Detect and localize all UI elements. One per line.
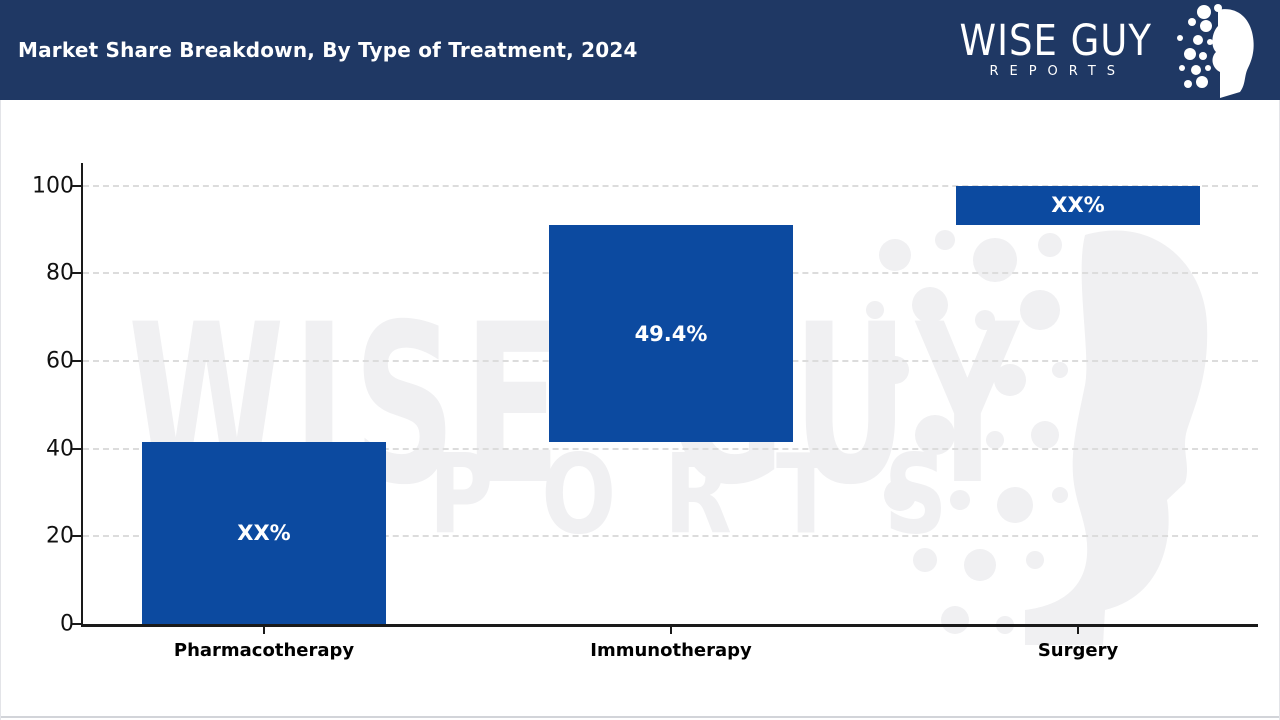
bar-surgery	[956, 185, 1200, 226]
watermark-face-icon	[866, 230, 1208, 645]
brand-subtitle: REPORTS	[989, 64, 1127, 79]
gridline-100	[83, 184, 1258, 187]
y-tick-mark	[72, 184, 82, 187]
bar-pharmacotherapy	[142, 442, 386, 624]
x-tick-mark	[263, 627, 265, 634]
chart-title: Market Share Breakdown, By Type of Treat…	[18, 38, 638, 62]
bottom-border-line	[0, 716, 1280, 718]
x-tick-mark	[670, 627, 672, 634]
bar-value-label: XX%	[1051, 193, 1105, 218]
y-tick-mark	[72, 272, 82, 275]
bar-value-label: 49.4%	[634, 321, 708, 346]
y-tick-label: 20	[46, 523, 74, 549]
x-category-label: Pharmacotherapy	[173, 640, 355, 661]
gridline-20	[83, 535, 1258, 538]
y-axis-line	[81, 163, 83, 627]
y-tick-label: 60	[46, 348, 74, 374]
y-tick-mark	[72, 359, 82, 362]
y-tick-label: 100	[32, 173, 74, 198]
y-tick-mark	[72, 535, 82, 538]
brand-logo: WISE GUY REPORTS	[960, 2, 1260, 98]
x-category-label: Surgery	[1037, 640, 1119, 661]
x-category-label: Immunotherapy	[590, 640, 752, 661]
x-tick-mark	[1077, 627, 1079, 634]
brand-name: WISE GUY	[959, 15, 1152, 66]
bar-value-label: XX%	[237, 521, 291, 545]
brand-face-icon	[1177, 4, 1254, 98]
y-tick-label: 0	[60, 611, 74, 637]
gridline-40	[83, 447, 1258, 450]
bar-immunotherapy	[549, 225, 793, 442]
header-bar: Market Share Breakdown, By Type of Treat…	[0, 0, 1280, 100]
y-tick-label: 40	[46, 436, 74, 462]
left-border-line	[0, 100, 1, 720]
brand-text: WISE GUY REPORTS	[959, 15, 1152, 79]
y-tick-mark	[72, 447, 82, 450]
y-tick-label: 80	[46, 260, 74, 286]
y-tick-mark	[72, 623, 82, 625]
x-axis-line	[81, 624, 1258, 627]
